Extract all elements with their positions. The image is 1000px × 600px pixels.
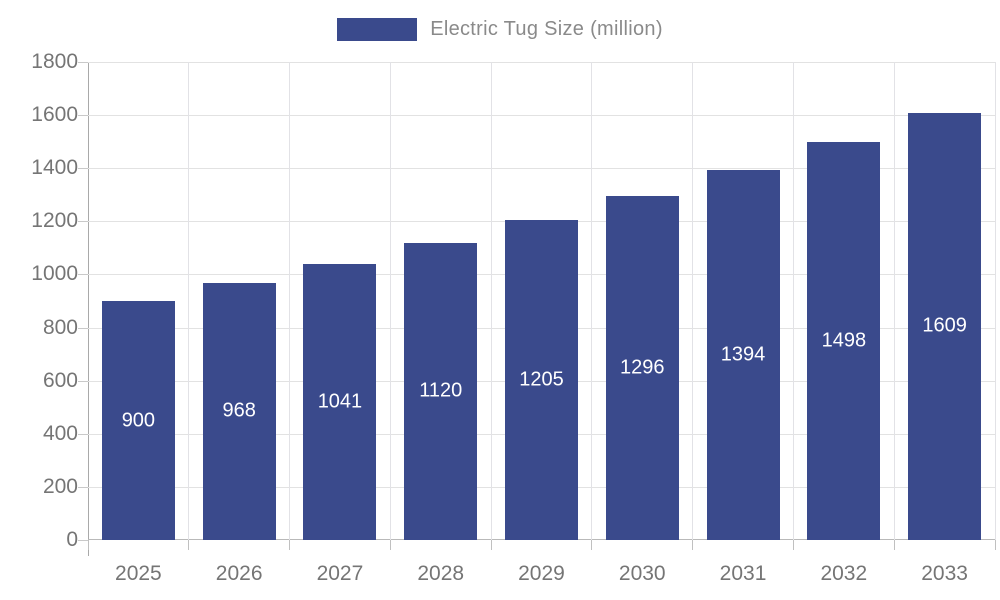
bar-value-label: 900: [121, 409, 156, 431]
v-gridline: [893, 62, 895, 540]
chart-legend[interactable]: Electric Tug Size (million): [0, 18, 1000, 41]
legend-swatch: [337, 18, 418, 41]
v-gridline: [490, 62, 492, 540]
bar-value-label: 968: [222, 399, 256, 422]
x-tick-label: 2032: [820, 562, 868, 585]
v-gridline: [289, 62, 291, 540]
x-tick-label: 2031: [719, 562, 767, 585]
x-tick-mark: [893, 540, 895, 550]
x-tick-label: 2026: [215, 562, 263, 585]
y-tick-label: 1400: [31, 156, 78, 180]
x-tick-mark: [792, 540, 794, 550]
bar-value-label: 1296: [620, 356, 665, 379]
bar: 1609: [908, 112, 982, 540]
y-tick-mark: [78, 540, 88, 541]
y-tick-mark: [78, 168, 88, 170]
bar: 1120: [404, 242, 478, 540]
v-gridline: [994, 62, 996, 540]
h-gridline: [88, 168, 995, 170]
y-tick-mark: [78, 380, 88, 382]
bar: 1041: [303, 263, 377, 540]
y-tick-mark: [78, 115, 88, 117]
bar-value-label: 1394: [720, 343, 766, 366]
x-tick-label: 2033: [921, 562, 968, 585]
y-tick-label: 0: [66, 528, 78, 551]
h-gridline: [88, 62, 995, 63]
y-tick-mark: [78, 274, 88, 276]
x-tick-mark: [87, 540, 89, 550]
y-tick-label: 1800: [31, 50, 78, 73]
y-tick-label: 400: [42, 421, 78, 445]
y-axis-line: [88, 62, 89, 556]
v-gridline: [591, 62, 593, 540]
y-tick-mark: [78, 62, 88, 63]
bar-value-label: 1205: [519, 368, 564, 391]
y-tick-label: 800: [42, 315, 78, 339]
bar: 1498: [807, 142, 881, 540]
v-gridline: [692, 62, 694, 540]
bar: 1296: [605, 195, 679, 540]
bar-value-label: 1041: [317, 390, 363, 413]
bar: 1205: [505, 220, 578, 540]
x-tick-label: 2029: [518, 562, 565, 585]
y-tick-label: 200: [42, 474, 78, 498]
x-tick-label: 2025: [115, 562, 162, 585]
y-tick-mark: [78, 221, 88, 223]
bar: 900: [101, 301, 175, 540]
y-tick-mark: [78, 433, 88, 435]
y-tick-label: 600: [42, 368, 78, 392]
y-tick-label: 1600: [31, 103, 78, 127]
x-tick-mark: [591, 540, 593, 550]
x-tick-label: 2027: [316, 562, 364, 585]
x-tick-mark: [389, 540, 391, 550]
bar-value-label: 1498: [821, 329, 867, 352]
x-tick-label: 2028: [417, 562, 465, 585]
bar-value-label: 1120: [419, 379, 463, 402]
bar: 1394: [706, 169, 780, 540]
bar: 968: [202, 282, 276, 540]
x-tick-mark: [289, 540, 291, 550]
y-tick-label: 1200: [31, 209, 78, 233]
x-tick-mark: [994, 540, 996, 550]
v-gridline: [389, 62, 391, 540]
x-tick-mark: [490, 540, 492, 550]
legend-label: Electric Tug Size (million): [430, 18, 663, 40]
h-gridline: [88, 115, 995, 117]
v-gridline: [188, 62, 190, 540]
v-gridline: [792, 62, 794, 540]
y-tick-mark: [78, 327, 88, 329]
x-tick-mark: [188, 540, 190, 550]
plot-area: 900 968 1041 1120 1205 1296 1394 1498 1609: [88, 62, 996, 540]
x-tick-label: 2030: [618, 562, 666, 585]
y-tick-label: 1000: [31, 262, 78, 286]
y-tick-mark: [78, 486, 88, 488]
x-tick-mark: [692, 540, 694, 550]
bar-value-label: 1609: [922, 314, 967, 337]
